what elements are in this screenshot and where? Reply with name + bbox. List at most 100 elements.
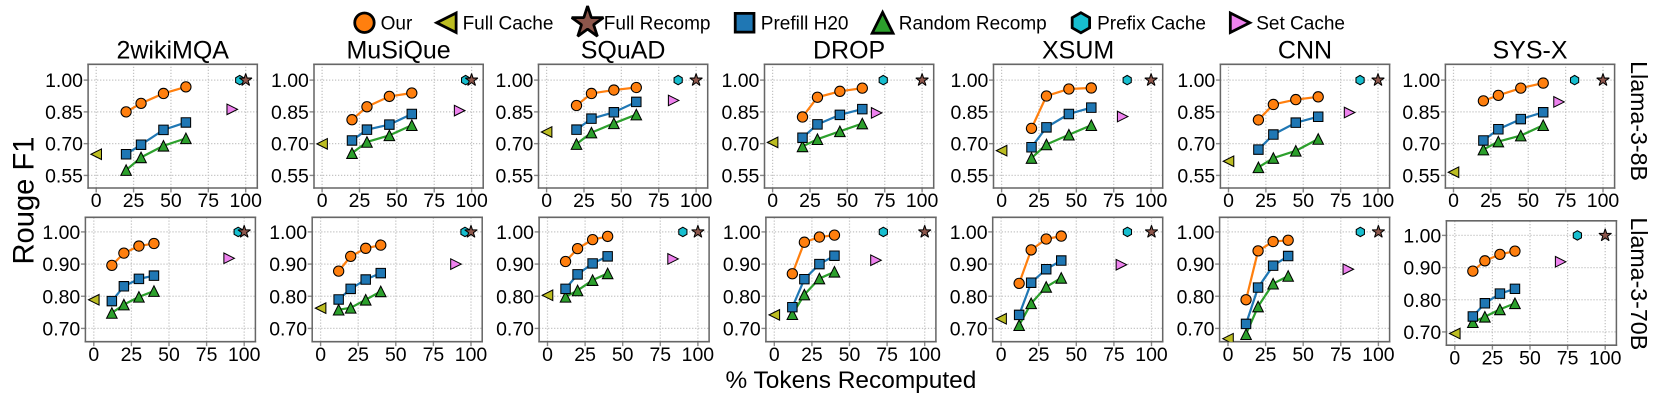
svg-text:50: 50 (158, 344, 180, 366)
svg-text:Our: Our (381, 13, 413, 34)
svg-text:0: 0 (91, 190, 102, 212)
svg-text:0.80: 0.80 (723, 286, 761, 308)
svg-text:1.00: 1.00 (722, 70, 760, 92)
svg-text:0: 0 (996, 190, 1007, 212)
svg-text:75: 75 (876, 344, 898, 366)
svg-text:Full Cache: Full Cache (463, 13, 554, 34)
svg-text:25: 25 (123, 190, 145, 212)
svg-text:25: 25 (1028, 190, 1050, 212)
svg-text:75: 75 (1103, 344, 1125, 366)
svg-text:Prefix Cache: Prefix Cache (1097, 13, 1206, 34)
svg-text:100: 100 (682, 344, 715, 366)
svg-text:Prefill H20: Prefill H20 (761, 13, 849, 34)
svg-text:1.00: 1.00 (1177, 70, 1215, 92)
svg-text:0.90: 0.90 (269, 254, 307, 276)
svg-text:75: 75 (1557, 347, 1579, 369)
svg-text:0.70: 0.70 (1402, 134, 1440, 156)
svg-text:0.70: 0.70 (1177, 318, 1215, 340)
svg-text:50: 50 (1519, 347, 1541, 369)
svg-text:MuSiQue: MuSiQue (346, 37, 450, 65)
svg-text:75: 75 (1103, 190, 1125, 212)
svg-text:0: 0 (88, 344, 99, 366)
svg-text:50: 50 (1292, 190, 1314, 212)
svg-text:0.80: 0.80 (269, 286, 307, 308)
svg-text:0.55: 0.55 (271, 165, 309, 187)
svg-text:CNN: CNN (1278, 37, 1332, 65)
svg-text:100: 100 (1362, 190, 1395, 212)
svg-text:0: 0 (315, 344, 326, 366)
svg-text:25: 25 (121, 344, 143, 366)
svg-text:0.70: 0.70 (1403, 322, 1441, 344)
svg-text:0: 0 (1223, 344, 1234, 366)
svg-text:75: 75 (1330, 344, 1352, 366)
svg-text:100: 100 (455, 344, 488, 366)
svg-text:0.55: 0.55 (45, 165, 83, 187)
svg-text:0.90: 0.90 (496, 254, 534, 276)
svg-text:2wikiMQA: 2wikiMQA (116, 37, 229, 65)
svg-text:1.00: 1.00 (496, 222, 534, 244)
svg-text:0.90: 0.90 (950, 254, 988, 276)
svg-text:0.70: 0.70 (42, 318, 80, 340)
svg-text:0.55: 0.55 (722, 165, 760, 187)
svg-text:0.70: 0.70 (271, 134, 309, 156)
svg-text:0: 0 (996, 344, 1007, 366)
svg-text:SQuAD: SQuAD (581, 37, 666, 65)
svg-text:0.80: 0.80 (950, 286, 988, 308)
svg-text:0.85: 0.85 (1402, 102, 1440, 124)
svg-text:0.70: 0.70 (723, 318, 761, 340)
svg-text:50: 50 (839, 344, 861, 366)
svg-text:1.00: 1.00 (271, 70, 309, 92)
svg-text:1.00: 1.00 (1402, 70, 1440, 92)
svg-text:0.70: 0.70 (269, 318, 307, 340)
svg-text:SYS-X: SYS-X (1492, 37, 1567, 65)
svg-text:0.55: 0.55 (951, 165, 989, 187)
svg-text:1.00: 1.00 (496, 70, 534, 92)
svg-text:0.85: 0.85 (45, 102, 83, 124)
svg-text:0: 0 (542, 344, 553, 366)
svg-text:1.00: 1.00 (1403, 225, 1441, 247)
svg-text:100: 100 (1362, 344, 1395, 366)
svg-text:25: 25 (573, 190, 595, 212)
svg-text:100: 100 (908, 344, 941, 366)
svg-text:% Tokens Recomputed: % Tokens Recomputed (725, 367, 976, 394)
svg-text:50: 50 (1292, 344, 1314, 366)
svg-text:75: 75 (1555, 190, 1577, 212)
svg-text:25: 25 (799, 190, 821, 212)
svg-text:0.85: 0.85 (722, 102, 760, 124)
svg-text:0.85: 0.85 (1177, 102, 1215, 124)
svg-text:75: 75 (423, 190, 445, 212)
svg-text:0.85: 0.85 (271, 102, 309, 124)
svg-text:1.00: 1.00 (950, 222, 988, 244)
svg-text:25: 25 (801, 344, 823, 366)
svg-text:1.00: 1.00 (45, 70, 83, 92)
svg-text:0: 0 (1223, 190, 1234, 212)
svg-text:0: 0 (769, 344, 780, 366)
svg-text:50: 50 (612, 344, 634, 366)
svg-text:Set Cache: Set Cache (1256, 13, 1345, 34)
svg-text:100: 100 (228, 344, 261, 366)
svg-text:1.00: 1.00 (42, 222, 80, 244)
svg-text:50: 50 (1065, 344, 1087, 366)
svg-text:0.90: 0.90 (42, 254, 80, 276)
svg-text:0: 0 (317, 190, 328, 212)
svg-text:Llama-3-8B: Llama-3-8B (1626, 61, 1652, 181)
svg-text:0.70: 0.70 (950, 318, 988, 340)
svg-text:Random Recomp: Random Recomp (899, 13, 1047, 34)
svg-text:25: 25 (1255, 344, 1277, 366)
svg-text:25: 25 (1480, 190, 1502, 212)
svg-text:0.90: 0.90 (1403, 258, 1441, 280)
svg-text:0.70: 0.70 (1177, 134, 1215, 156)
svg-text:0.80: 0.80 (496, 286, 534, 308)
svg-text:75: 75 (1330, 190, 1352, 212)
svg-text:25: 25 (1028, 344, 1050, 366)
svg-text:0.90: 0.90 (1177, 254, 1215, 276)
svg-text:75: 75 (874, 190, 896, 212)
svg-text:Rouge F1: Rouge F1 (9, 136, 41, 264)
svg-text:75: 75 (649, 344, 671, 366)
svg-text:100: 100 (1589, 347, 1622, 369)
svg-text:0.55: 0.55 (1402, 165, 1440, 187)
svg-text:0.70: 0.70 (951, 134, 989, 156)
svg-text:50: 50 (1066, 190, 1088, 212)
svg-text:0: 0 (1449, 347, 1460, 369)
svg-text:0.55: 0.55 (1177, 165, 1215, 187)
